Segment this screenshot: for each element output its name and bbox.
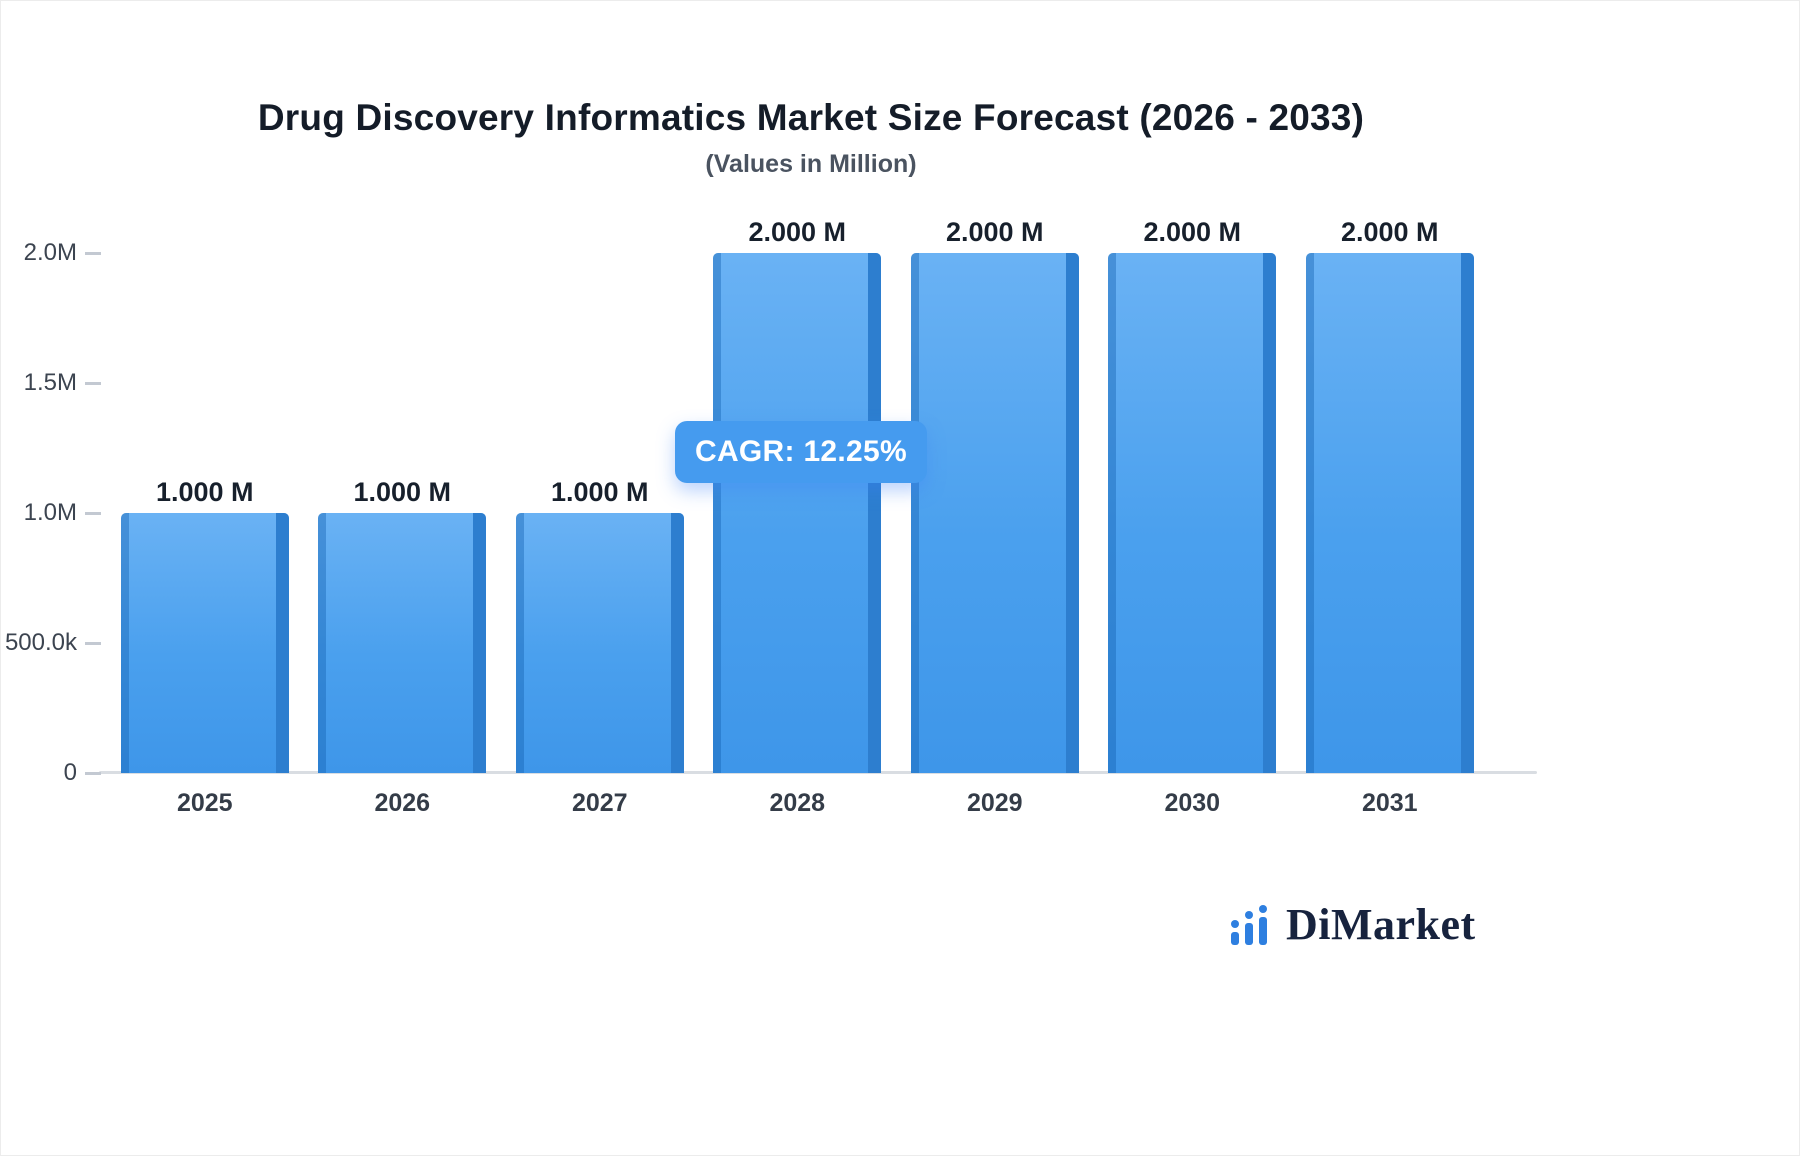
value-label-2029: 2.000 M	[945, 217, 1044, 247]
bar-2028	[713, 253, 882, 773]
bar-2026	[318, 513, 487, 773]
x-tick-label-2028: 2028	[769, 789, 826, 817]
y-tick-dash	[85, 512, 101, 515]
bar-2029	[910, 253, 1079, 773]
value-label-2026: 1.000 M	[353, 477, 452, 507]
y-tick-dash	[85, 642, 101, 645]
chart-area: CAGR: 12.25% 0 500.0k 1.0M 1.5M 2.0M 1.000 M 2…	[1, 201, 1799, 851]
bar-2030	[1108, 253, 1277, 773]
value-label-2025: 1.000 M	[155, 477, 254, 507]
brand-logo: DiMarket	[1226, 899, 1476, 950]
x-tick-label-2031: 2031	[1361, 789, 1418, 817]
cagr-badge: CAGR: 12.25%	[675, 421, 927, 483]
bar-2025	[120, 513, 289, 773]
brand-logo-text: DiMarket	[1286, 900, 1476, 949]
y-tick-label-1.0M: 1.0M	[23, 499, 77, 526]
value-label-2028: 2.000 M	[748, 217, 847, 247]
y-tick-label-0: 0	[63, 759, 77, 786]
bar-2027	[515, 513, 684, 773]
y-tick-label-500.0k: 500.0k	[4, 629, 77, 656]
x-tick-label-2029: 2029	[966, 789, 1023, 817]
x-tick-label-2030: 2030	[1164, 789, 1221, 817]
bar-chart-icon	[1231, 904, 1267, 945]
x-tick-label-2025: 2025	[176, 789, 233, 817]
y-tick-dash	[85, 772, 101, 775]
value-label-2027: 1.000 M	[550, 477, 649, 507]
x-tick-label-2027: 2027	[571, 789, 628, 817]
value-label-2030: 2.000 M	[1143, 217, 1242, 247]
chart-title: Drug Discovery Informatics Market Size F…	[257, 97, 1365, 138]
value-label-2031: 2.000 M	[1340, 217, 1439, 247]
y-tick-dash	[85, 382, 101, 385]
y-tick-label-1.5M: 1.5M	[23, 369, 77, 396]
chart-subtitle: (Values in Million)	[705, 150, 917, 178]
y-tick-dash	[85, 252, 101, 255]
y-tick-label-2.0M: 2.0M	[23, 239, 77, 266]
x-tick-label-2026: 2026	[374, 789, 431, 817]
bar-2031	[1305, 253, 1474, 773]
